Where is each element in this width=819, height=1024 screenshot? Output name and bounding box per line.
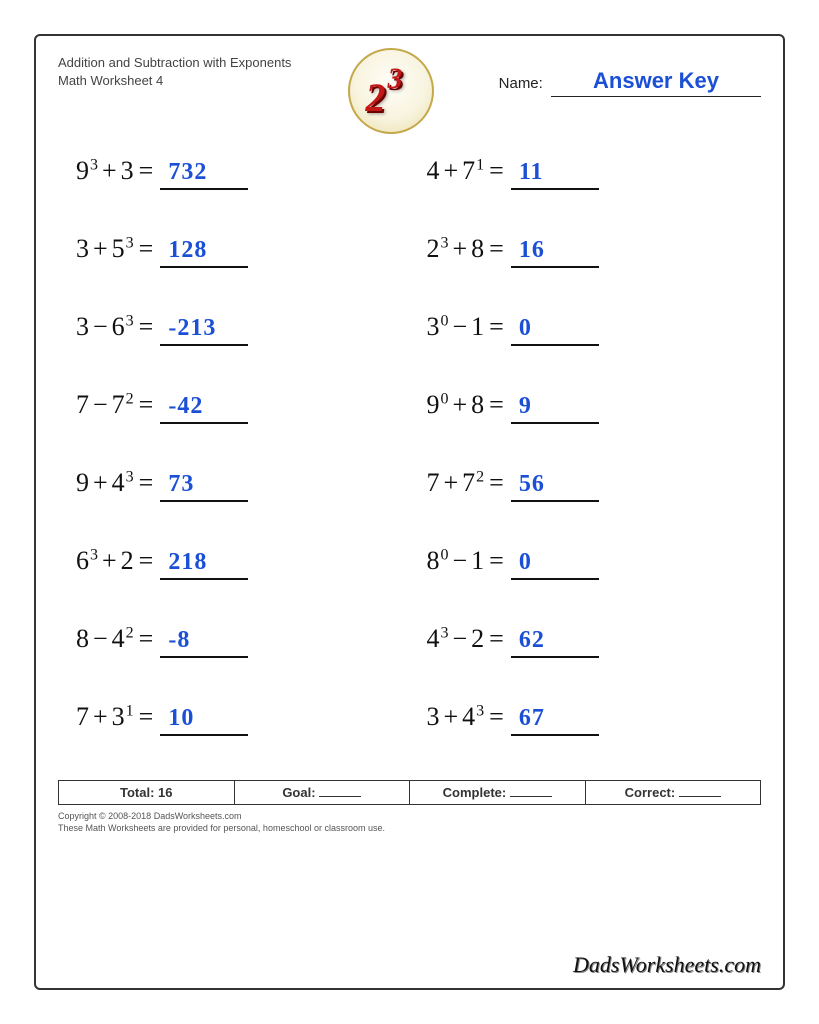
complete-blank: [510, 787, 552, 797]
problem-row: 3+53=12823+8=16: [76, 234, 743, 268]
problem-left: 7+31=10: [76, 702, 393, 736]
name-block: Name: Answer Key: [499, 68, 761, 97]
brand-watermark: DadsWorksheets.com: [573, 952, 761, 978]
problem-left: 7−72=-42: [76, 390, 393, 424]
logo-base-digit: 2: [366, 74, 386, 121]
complete-label: Complete:: [443, 785, 507, 800]
problem-left: 3−63=-213: [76, 312, 393, 346]
problem-row: 8−42=-843−2=62: [76, 624, 743, 658]
goal-label: Goal:: [282, 785, 315, 800]
problem-row: 93+3=7324+71=11: [76, 156, 743, 190]
problems-grid: 93+3=7324+71=113+53=12823+8=163−63=-2133…: [58, 156, 761, 736]
footer-summary-table: Total: 16 Goal: Complete: Correct:: [58, 780, 761, 805]
copyright-line1: Copyright © 2008-2018 DadsWorksheets.com: [58, 811, 761, 823]
problem-right: 90+8=9: [393, 390, 744, 424]
answer-value: 10: [160, 705, 248, 736]
answer-value: 73: [160, 471, 248, 502]
correct-label: Correct:: [625, 785, 676, 800]
problem-right: 43−2=62: [393, 624, 744, 658]
problem-left: 93+3=732: [76, 156, 393, 190]
problem-right: 4+71=11: [393, 156, 744, 190]
logo-badge: 2 3: [348, 48, 434, 134]
answer-value: -213: [160, 315, 248, 346]
problem-right: 3+43=67: [393, 702, 744, 736]
problem-row: 63+2=21880−1=0: [76, 546, 743, 580]
answer-value: 0: [511, 549, 599, 580]
answer-value: 218: [160, 549, 248, 580]
problem-left: 3+53=128: [76, 234, 393, 268]
answer-value: 16: [511, 237, 599, 268]
worksheet-page: Addition and Subtraction with Exponents …: [34, 34, 785, 990]
answer-value: 732: [160, 159, 248, 190]
problem-right: 80−1=0: [393, 546, 744, 580]
correct-cell: Correct:: [585, 781, 761, 805]
name-value: Answer Key: [593, 68, 719, 93]
copyright-block: Copyright © 2008-2018 DadsWorksheets.com…: [58, 811, 761, 834]
problem-left: 9+43=73: [76, 468, 393, 502]
problem-row: 3−63=-21330−1=0: [76, 312, 743, 346]
problem-right: 7+72=56: [393, 468, 744, 502]
name-label: Name:: [499, 75, 543, 92]
problem-right: 30−1=0: [393, 312, 744, 346]
header: Addition and Subtraction with Exponents …: [58, 54, 761, 126]
answer-value: 56: [511, 471, 599, 502]
complete-cell: Complete:: [410, 781, 586, 805]
answer-value: 128: [160, 237, 248, 268]
copyright-line2: These Math Worksheets are provided for p…: [58, 823, 761, 835]
answer-value: 0: [511, 315, 599, 346]
problem-row: 9+43=737+72=56: [76, 468, 743, 502]
answer-value: -42: [160, 393, 248, 424]
total-value: 16: [158, 785, 172, 800]
logo-exponent-digit: 3: [388, 62, 403, 96]
problem-left: 8−42=-8: [76, 624, 393, 658]
answer-value: -8: [160, 627, 248, 658]
problem-row: 7−72=-4290+8=9: [76, 390, 743, 424]
correct-blank: [679, 787, 721, 797]
answer-value: 9: [511, 393, 599, 424]
problem-row: 7+31=103+43=67: [76, 702, 743, 736]
goal-blank: [319, 787, 361, 797]
name-field: Answer Key: [551, 68, 761, 97]
answer-value: 67: [511, 705, 599, 736]
answer-value: 62: [511, 627, 599, 658]
answer-value: 11: [511, 159, 599, 190]
total-cell: Total: 16: [59, 781, 235, 805]
problem-right: 23+8=16: [393, 234, 744, 268]
problem-left: 63+2=218: [76, 546, 393, 580]
goal-cell: Goal:: [234, 781, 410, 805]
total-label: Total:: [120, 785, 154, 800]
